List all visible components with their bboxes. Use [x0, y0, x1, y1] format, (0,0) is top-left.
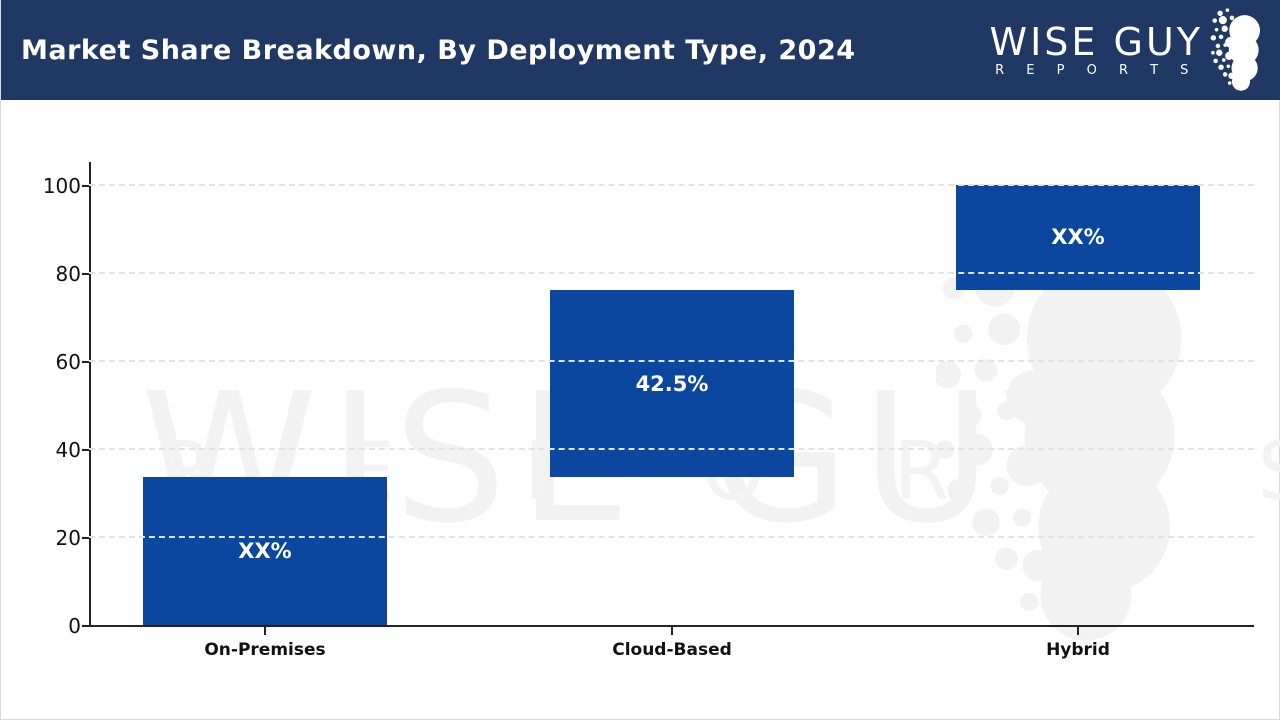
y-tick-mark [82, 536, 89, 539]
y-tick-label: 40 [55, 437, 81, 462]
logo-text: WISE GUY R E P O R T S [990, 23, 1203, 78]
x-tick-label-hybrid: Hybrid [1046, 640, 1110, 660]
chart-title: Market Share Breakdown, By Deployment Ty… [21, 34, 856, 66]
logo-subtext: R E P O R T S [995, 62, 1198, 78]
bar-cloud-based [550, 290, 794, 478]
gridline-60 [89, 359, 1254, 362]
bar-on-premises [143, 477, 387, 625]
bar-value-label: XX% [238, 539, 292, 564]
wise-guy-logo: WISE GUY R E P O R T S [990, 7, 1280, 93]
y-tick-mark [82, 360, 89, 363]
bar-value-label: 42.5% [635, 371, 709, 396]
gridline-80 [89, 271, 1254, 274]
y-tick-mark [82, 625, 89, 627]
gridline-20 [89, 535, 1254, 538]
y-tick-label: 100 [42, 173, 81, 198]
y-tick-label: 0 [68, 614, 81, 638]
y-tick-label: 80 [55, 261, 81, 286]
x-tick-mark [1077, 627, 1079, 635]
y-tick-label: 60 [55, 349, 81, 374]
header: Market Share Breakdown, By Deployment Ty… [1, 0, 1280, 100]
x-tick-label-on-premises: On-Premises [204, 640, 326, 660]
y-tick-mark [82, 184, 89, 187]
x-tick-mark [671, 627, 673, 635]
x-tick-mark [264, 627, 266, 635]
gridline-40 [89, 447, 1254, 450]
y-axis-line [89, 162, 91, 627]
gridline-100 [89, 183, 1254, 186]
y-tick-mark [82, 272, 89, 275]
y-tick-mark [82, 448, 89, 451]
y-tick-label: 20 [55, 525, 81, 550]
logo-wordmark: WISE GUY [989, 19, 1203, 64]
x-axis-line [89, 625, 1254, 627]
x-tick-label-cloud-based: Cloud-Based [612, 640, 732, 660]
bar-value-label: XX% [1051, 225, 1105, 250]
